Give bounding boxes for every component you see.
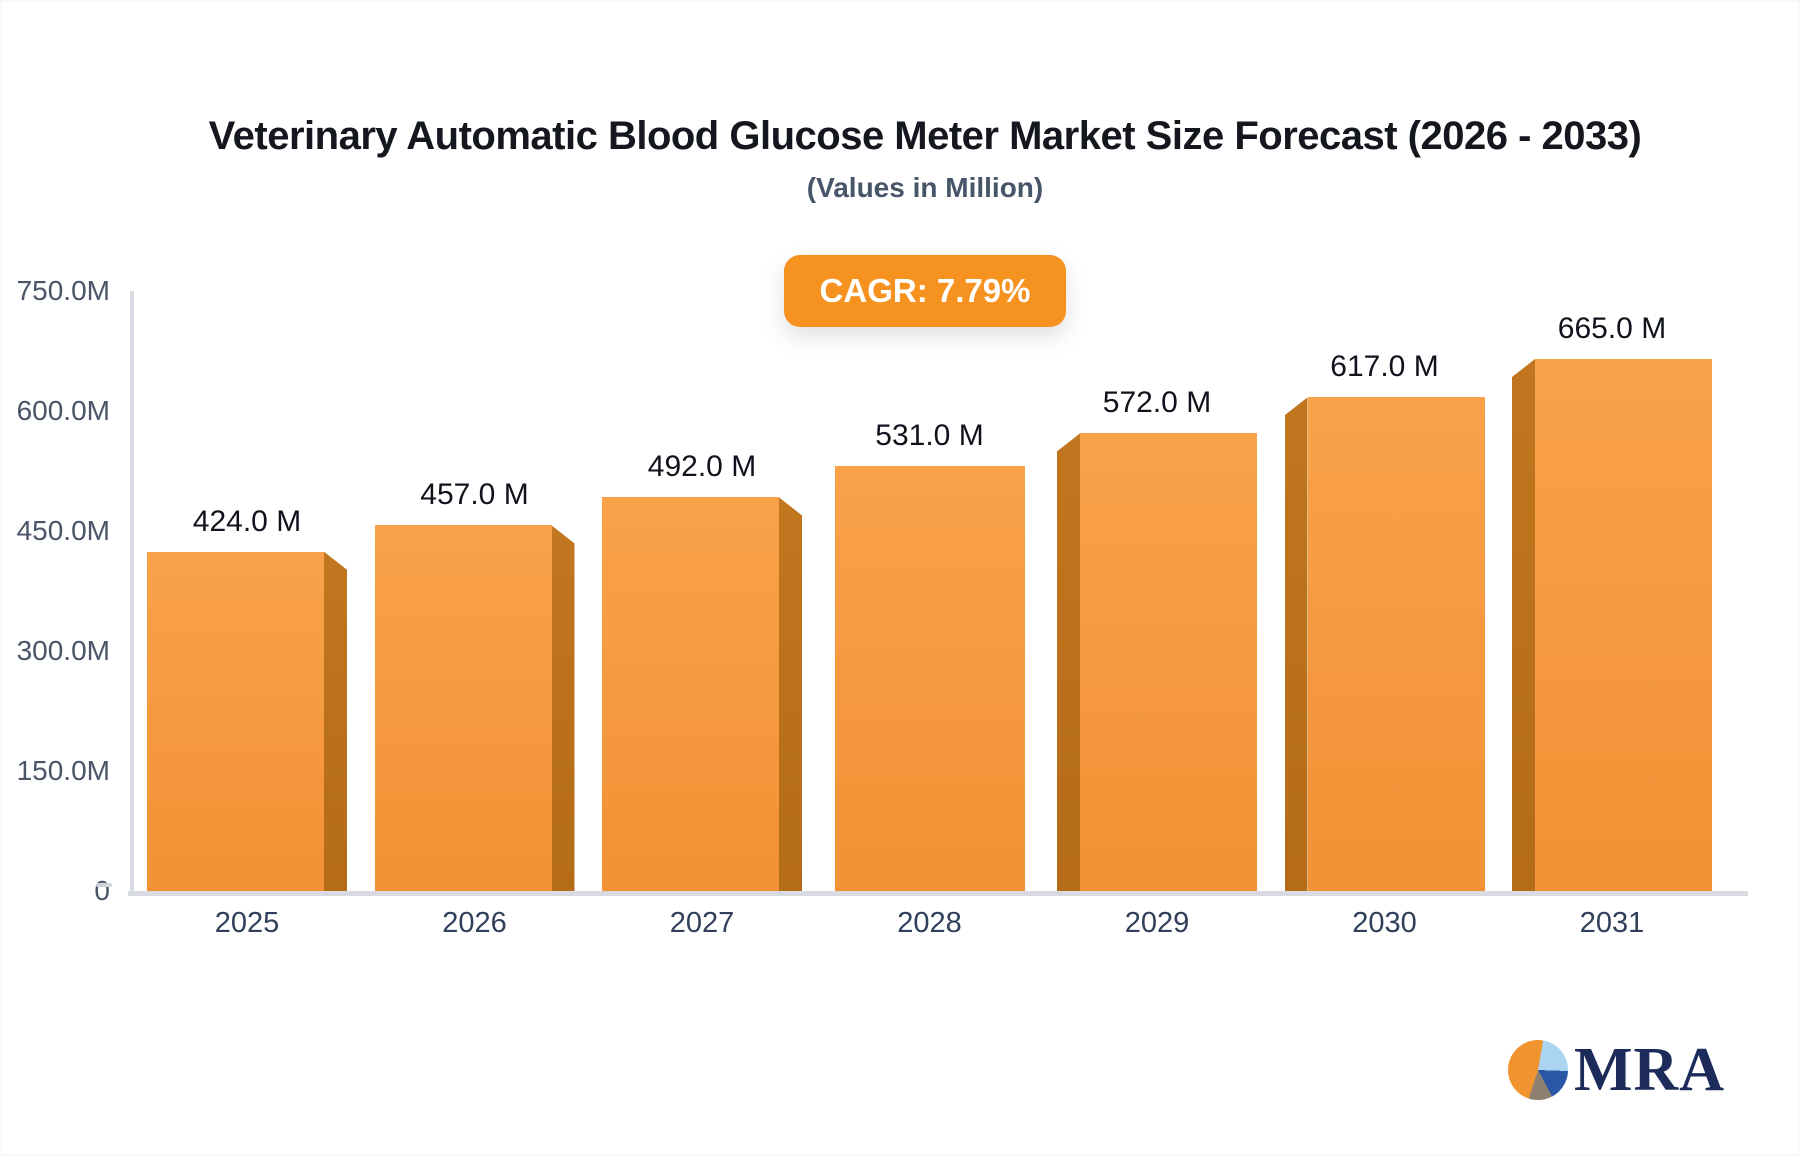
bar-side-2025 — [324, 551, 347, 891]
bar-2026 — [374, 525, 552, 891]
bar-2025 — [147, 551, 324, 891]
bar-side-2027 — [779, 497, 802, 891]
y-axis-label: 0 — [94, 875, 110, 906]
y-axis-label: 300.0M — [16, 635, 110, 666]
bar-side-2031 — [1512, 359, 1535, 891]
bar-value-label: 457.0 M — [420, 478, 529, 512]
x-axis-label: 2028 — [897, 907, 962, 939]
chart-subtitle: (Values in Million) — [806, 172, 1044, 203]
bar-2028 — [834, 466, 1025, 891]
logo-text: MRA — [1574, 1036, 1726, 1104]
bar-value-label: 492.0 M — [647, 450, 757, 484]
bar-value-label: 665.0 M — [1557, 312, 1667, 345]
bar-value-label: 572.0 M — [1102, 386, 1212, 420]
y-axis-label: 150.0M — [16, 755, 110, 786]
x-axis-label: 2026 — [442, 907, 507, 939]
cagr-badge: CAGR: 7.79% — [783, 255, 1067, 327]
x-axis-label: 2027 — [669, 907, 735, 939]
chart-title: Veterinary Automatic Blood Glucose Meter… — [208, 114, 1642, 158]
pie-chart-logo-icon — [1508, 1040, 1568, 1100]
x-axis-label: 2030 — [1352, 907, 1417, 939]
bar-2031 — [1535, 359, 1712, 891]
bar-side-2026 — [551, 525, 575, 891]
cagr-badge-wrap: CAGR: 7.79% — [52, 255, 1798, 327]
y-axis-label: 600.0M — [16, 395, 110, 426]
x-axis-label: 2029 — [1124, 907, 1190, 939]
bar-side-2029 — [1057, 433, 1080, 891]
bar-side-2030 — [1284, 397, 1308, 891]
x-axis-line — [128, 891, 1748, 896]
y-axis-label: 450.0M — [16, 515, 110, 546]
bar-value-label: 424.0 M — [192, 504, 302, 538]
brand-logo: MRA — [1508, 1036, 1726, 1104]
bar-value-label: 617.0 M — [1330, 350, 1439, 384]
x-axis-label: 2031 — [1579, 907, 1645, 939]
bar-2029 — [1080, 433, 1257, 891]
y-axis-line — [130, 291, 134, 892]
zero-tick-mark — [96, 883, 112, 887]
bar-2027 — [602, 497, 779, 891]
bar-value-label: 531.0 M — [875, 419, 984, 453]
bar-2030 — [1307, 397, 1485, 891]
y-axis-label: 750.0M — [16, 275, 110, 306]
x-axis-label: 2025 — [214, 907, 280, 939]
